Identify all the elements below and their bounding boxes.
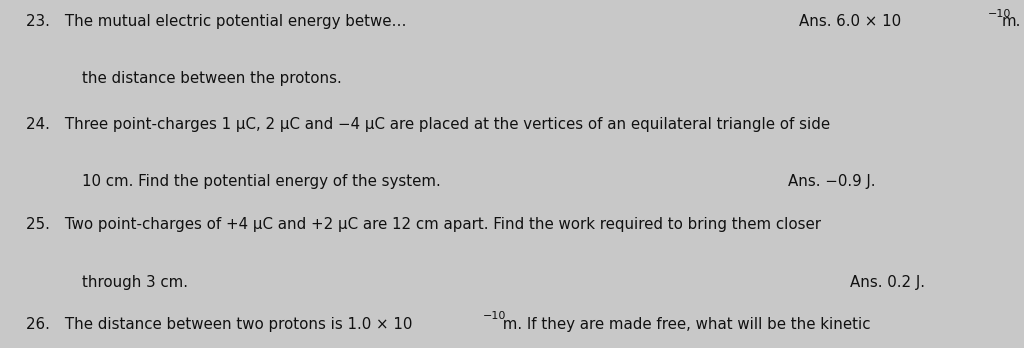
Text: 10 cm. Find the potential energy of the system.: 10 cm. Find the potential energy of the …: [82, 174, 440, 189]
Text: −10: −10: [483, 311, 506, 321]
Text: m. If they are made free, what will be the kinetic: m. If they are made free, what will be t…: [498, 317, 870, 332]
Text: Ans. −0.9 J.: Ans. −0.9 J.: [788, 174, 876, 189]
Text: 25. Two point-charges of +4 μC and +2 μC are 12 cm apart. Find the work required: 25. Two point-charges of +4 μC and +2 μC…: [26, 218, 820, 232]
Text: 26. The distance between two protons is 1.0 × 10: 26. The distance between two protons is …: [26, 317, 412, 332]
Text: 23. The mutual electric potential energy betwe…: 23. The mutual electric potential energy…: [26, 14, 407, 29]
Text: the distance between the protons.: the distance between the protons.: [82, 71, 342, 86]
Text: Ans. 0.2 J.: Ans. 0.2 J.: [850, 275, 925, 290]
Text: m.: m.: [1001, 14, 1021, 29]
Text: through 3 cm.: through 3 cm.: [82, 275, 188, 290]
Text: 24. Three point-charges 1 μC, 2 μC and −4 μC are placed at the vertices of an eq: 24. Three point-charges 1 μC, 2 μC and −…: [26, 117, 829, 132]
Text: −10: −10: [988, 9, 1012, 19]
Text: Ans. 6.0 × 10: Ans. 6.0 × 10: [799, 14, 901, 29]
